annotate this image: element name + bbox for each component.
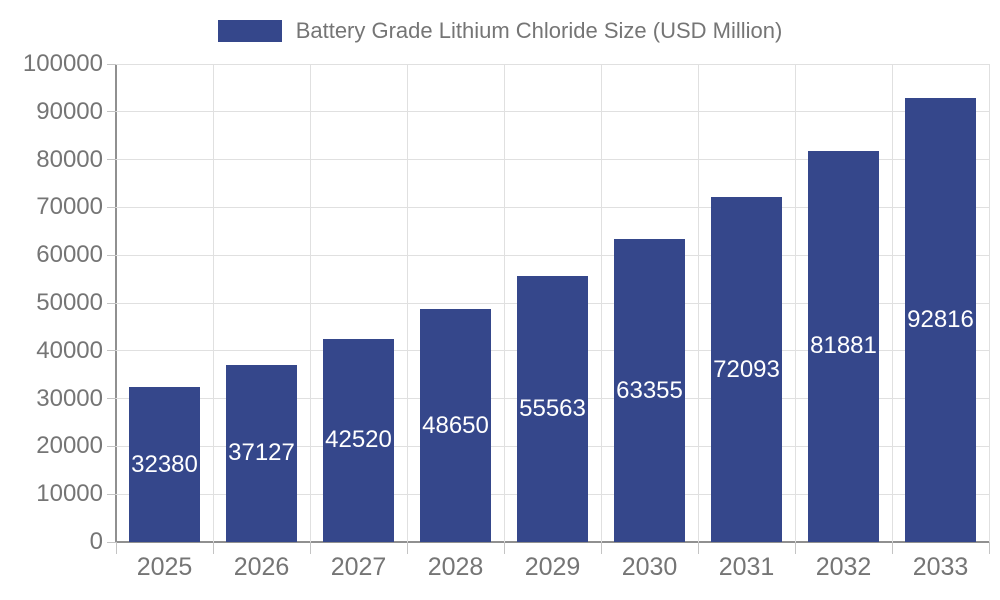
x-axis-category-label: 2032 (815, 553, 872, 581)
y-axis-tick-label: 70000 (36, 193, 103, 221)
x-axis-tick (794, 542, 796, 554)
y-axis-tick-label: 80000 (36, 145, 103, 173)
x-gridline (891, 64, 893, 542)
y-axis-tick (107, 398, 116, 400)
x-gridline (503, 64, 505, 542)
y-axis-tick-label: 20000 (36, 432, 103, 460)
x-gridline (697, 64, 699, 542)
bar (517, 276, 588, 542)
x-axis-tick (406, 542, 408, 554)
y-axis-tick-label: 90000 (36, 97, 103, 125)
x-axis-tick (891, 542, 893, 554)
y-axis-tick (107, 254, 116, 256)
x-axis-tick (600, 542, 602, 554)
y-axis-tick-label: 100000 (22, 50, 103, 77)
y-axis-tick-label: 0 (89, 528, 103, 555)
y-axis-tick-label: 10000 (36, 480, 103, 508)
x-axis-category-label: 2029 (524, 553, 581, 581)
x-gridline (600, 64, 602, 542)
legend-swatch-icon (217, 20, 282, 42)
bar (129, 387, 200, 542)
bar (323, 338, 394, 542)
x-axis-category-label: 2030 (621, 553, 678, 581)
bar-value-label: 42520 (325, 426, 392, 454)
y-gridline (116, 254, 989, 256)
y-gridline (116, 206, 989, 208)
x-axis-category-label: 2025 (136, 553, 193, 581)
x-axis-tick (115, 542, 117, 554)
y-axis-tick (107, 541, 116, 543)
x-axis-line (115, 541, 990, 543)
legend-label: Battery Grade Lithium Chloride Size (USD… (295, 18, 783, 43)
y-axis-tick (107, 206, 116, 208)
x-axis-tick (503, 542, 505, 554)
bar-value-label: 72093 (713, 355, 780, 383)
y-axis-tick-label: 60000 (36, 241, 103, 269)
x-gridline (212, 64, 214, 542)
legend[interactable]: Battery Grade Lithium Chloride Size (USD… (0, 18, 1000, 44)
x-axis-tick (697, 542, 699, 554)
bar (905, 98, 976, 542)
bar (614, 239, 685, 542)
y-gridline (116, 63, 989, 65)
bar-value-label: 37127 (228, 439, 295, 467)
y-axis-tick (107, 159, 116, 161)
y-axis-tick-label: 30000 (36, 384, 103, 412)
bar-value-label: 63355 (616, 376, 683, 404)
x-axis-tick (988, 542, 990, 554)
x-axis-category-label: 2028 (427, 553, 484, 581)
y-axis-tick (107, 493, 116, 495)
plot-area: 0 10000 20000 30000 40000 50000 60000 70000 8000… (23, 52, 990, 580)
y-axis-tick-label: 50000 (36, 289, 103, 316)
x-axis-tick (309, 542, 311, 554)
y-axis-tick (107, 63, 116, 65)
x-axis-tick (212, 542, 214, 554)
x-gridline (794, 64, 796, 542)
bar (711, 197, 782, 542)
y-axis-tick (107, 302, 116, 304)
y-gridline (116, 111, 989, 113)
bar-value-label: 48650 (422, 411, 489, 439)
bar-value-label: 92816 (907, 306, 974, 334)
x-gridline (988, 64, 990, 542)
bar-value-label: 55563 (519, 395, 586, 423)
y-axis-tick (107, 350, 116, 352)
bar (226, 364, 297, 542)
x-axis-category-label: 2031 (718, 553, 775, 581)
y-gridline (116, 159, 989, 161)
bar-value-label: 32380 (131, 450, 198, 478)
x-gridline (309, 64, 311, 542)
y-axis-tick (107, 445, 116, 447)
y-axis-tick (107, 111, 116, 113)
x-axis-category-label: 2027 (330, 553, 387, 581)
y-axis-tick-label: 40000 (36, 336, 103, 364)
bar-value-label: 81881 (810, 332, 877, 360)
x-gridline (406, 64, 408, 542)
bar (808, 150, 879, 542)
x-axis-category-label: 2026 (233, 553, 290, 581)
x-axis-category-label: 2033 (912, 553, 969, 581)
bar (420, 309, 491, 542)
